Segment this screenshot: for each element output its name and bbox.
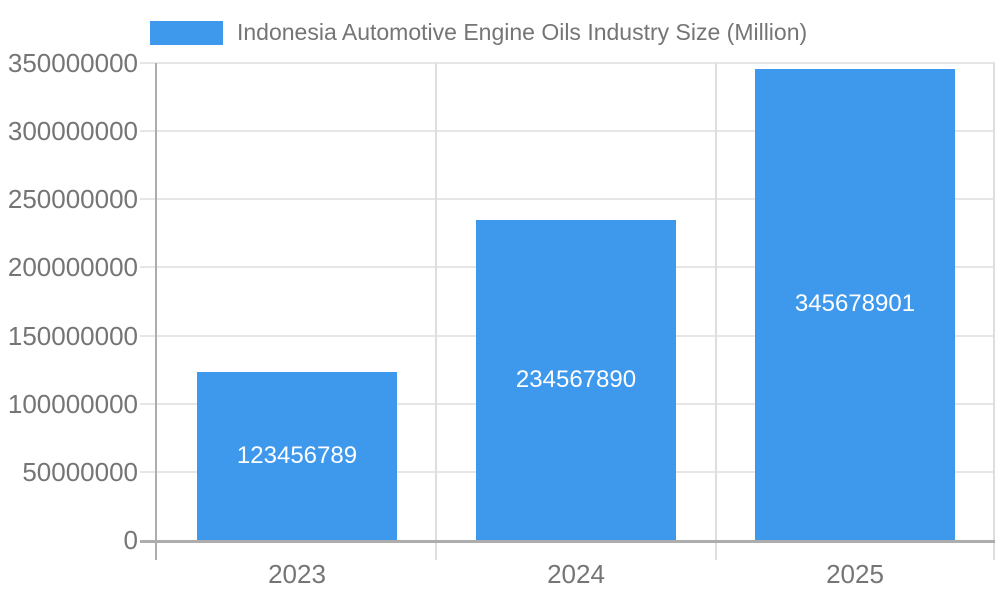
bar-value-label: 234567890 [515,366,637,393]
bar-value-label: 345678901 [794,290,916,317]
plot-right-border [993,63,995,560]
bar-value-label: 123456789 [236,442,358,469]
y-axis-tick-label: 150000000 [7,321,138,351]
y-axis-tick [140,266,157,268]
chart-legend: Indonesia Automotive Engine Oils Industr… [150,18,807,46]
x-axis-line [140,540,995,543]
x-axis-category-label: 2023 [268,559,326,589]
x-axis-category-label: 2024 [547,559,605,589]
category-separator-line [435,63,437,540]
bar-2024 [476,220,676,540]
y-axis-tick-label: 250000000 [7,184,138,214]
legend-swatch [150,20,223,45]
y-axis-tick-label: 200000000 [7,252,138,282]
y-axis-tick [140,403,157,405]
y-axis-tick-label: 350000000 [7,48,138,78]
y-axis-tick [140,62,157,64]
y-axis-tick [140,130,157,132]
x-axis-tick [715,543,717,560]
y-gridline [157,62,995,64]
y-axis-tick-label: 0 [123,525,138,555]
y-axis-line [155,63,157,560]
y-gridline [157,198,995,200]
y-axis-tick [140,471,157,473]
y-axis-tick [140,198,157,200]
x-axis-tick [435,543,437,560]
y-axis-tick-label: 50000000 [22,457,138,487]
chart-title: Indonesia Automotive Engine Oils Industr… [237,19,808,45]
bar-2023 [197,372,397,540]
category-separator-line [715,63,717,540]
y-gridline [157,130,995,132]
y-axis-tick-label: 300000000 [7,116,138,146]
y-axis-tick-label: 100000000 [7,389,138,419]
y-axis-tick [140,335,157,337]
x-axis-category-label: 2025 [826,559,884,589]
bar-2025 [755,69,955,540]
